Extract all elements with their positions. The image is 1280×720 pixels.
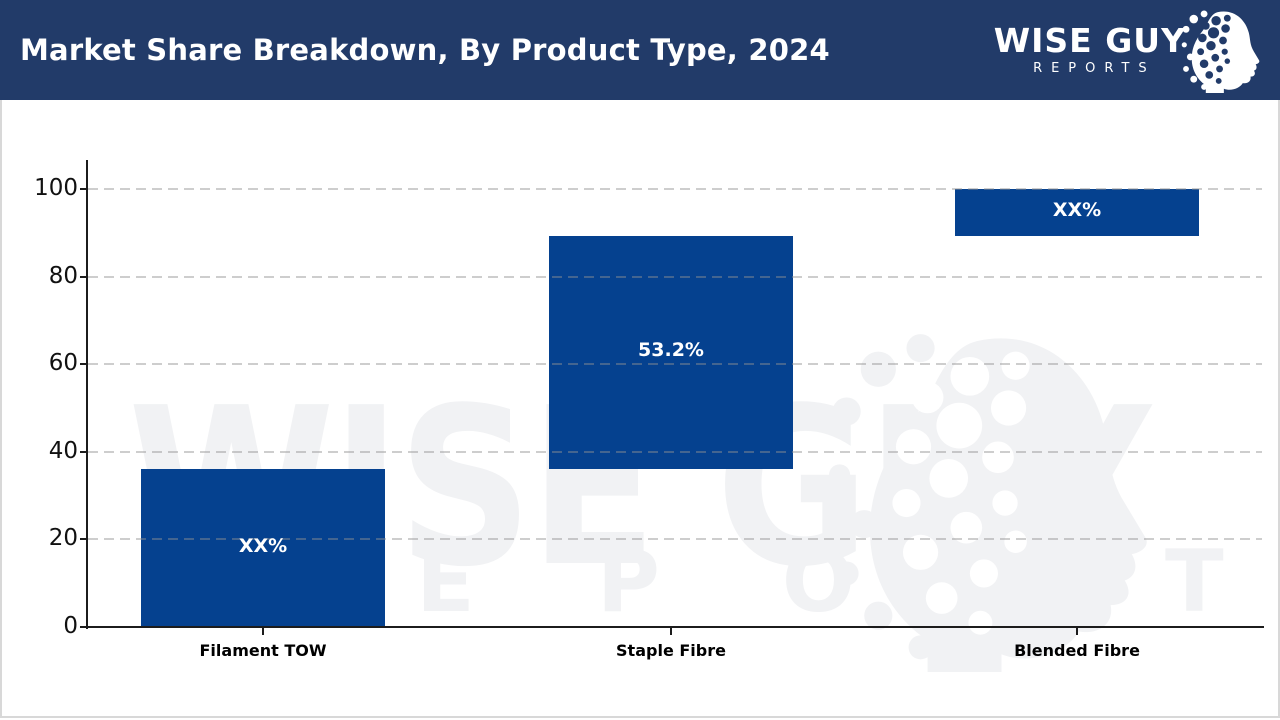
- y-tick-label-40: 40: [48, 437, 78, 464]
- brand-name: WISE GUY: [993, 21, 1186, 60]
- x-axis-line: [86, 626, 1264, 628]
- watermark-head-icon: [829, 334, 1147, 672]
- y-tick-0: [80, 626, 88, 628]
- gridline-100: [88, 188, 1262, 190]
- page-title: Market Share Breakdown, By Product Type,…: [20, 33, 830, 67]
- y-tick-label-60: 60: [48, 350, 78, 377]
- bar-blended-fibre: [955, 189, 1199, 236]
- bar-filament-tow: [141, 468, 385, 627]
- y-tick-100: [80, 188, 88, 190]
- brand-logo-text: WISE GUY REPORTS: [994, 24, 1186, 76]
- x-category-label: Blended Fibre: [1014, 641, 1140, 660]
- brand-subname: REPORTS: [1033, 61, 1156, 76]
- y-tick-label-20: 20: [48, 525, 78, 552]
- chart-area: WISE GUY R E P O R T S 020406080100XX%Fi…: [0, 100, 1280, 720]
- y-tick-20: [80, 538, 88, 541]
- bar-value-label: XX%: [238, 534, 288, 557]
- y-tick-label-0: 0: [63, 613, 78, 639]
- gridline-40: [88, 450, 1262, 453]
- y-tick-80: [80, 275, 88, 278]
- y-tick-40: [80, 450, 88, 453]
- y-tick-60: [80, 363, 88, 366]
- x-tick-1: [670, 627, 672, 635]
- x-tick-2: [1076, 627, 1078, 635]
- bar-staple-fibre: [549, 235, 793, 469]
- brand-logo: WISE GUY REPORTS: [994, 7, 1280, 93]
- y-axis-line: [86, 160, 88, 629]
- y-tick-label-100: 100: [34, 175, 78, 201]
- x-category-label: Filament TOW: [199, 641, 327, 660]
- x-category-label: Staple Fibre: [616, 641, 726, 660]
- brand-head-icon: [1181, 10, 1260, 93]
- gridline-20: [88, 538, 1262, 541]
- header-banner: Market Share Breakdown, By Product Type,…: [0, 0, 1280, 100]
- gridline-80: [88, 275, 1262, 278]
- x-tick-0: [262, 627, 264, 635]
- bar-value-label: 53.2%: [638, 339, 704, 362]
- gridline-60: [88, 363, 1262, 366]
- bar-value-label: XX%: [1052, 199, 1102, 222]
- y-tick-label-80: 80: [48, 262, 78, 289]
